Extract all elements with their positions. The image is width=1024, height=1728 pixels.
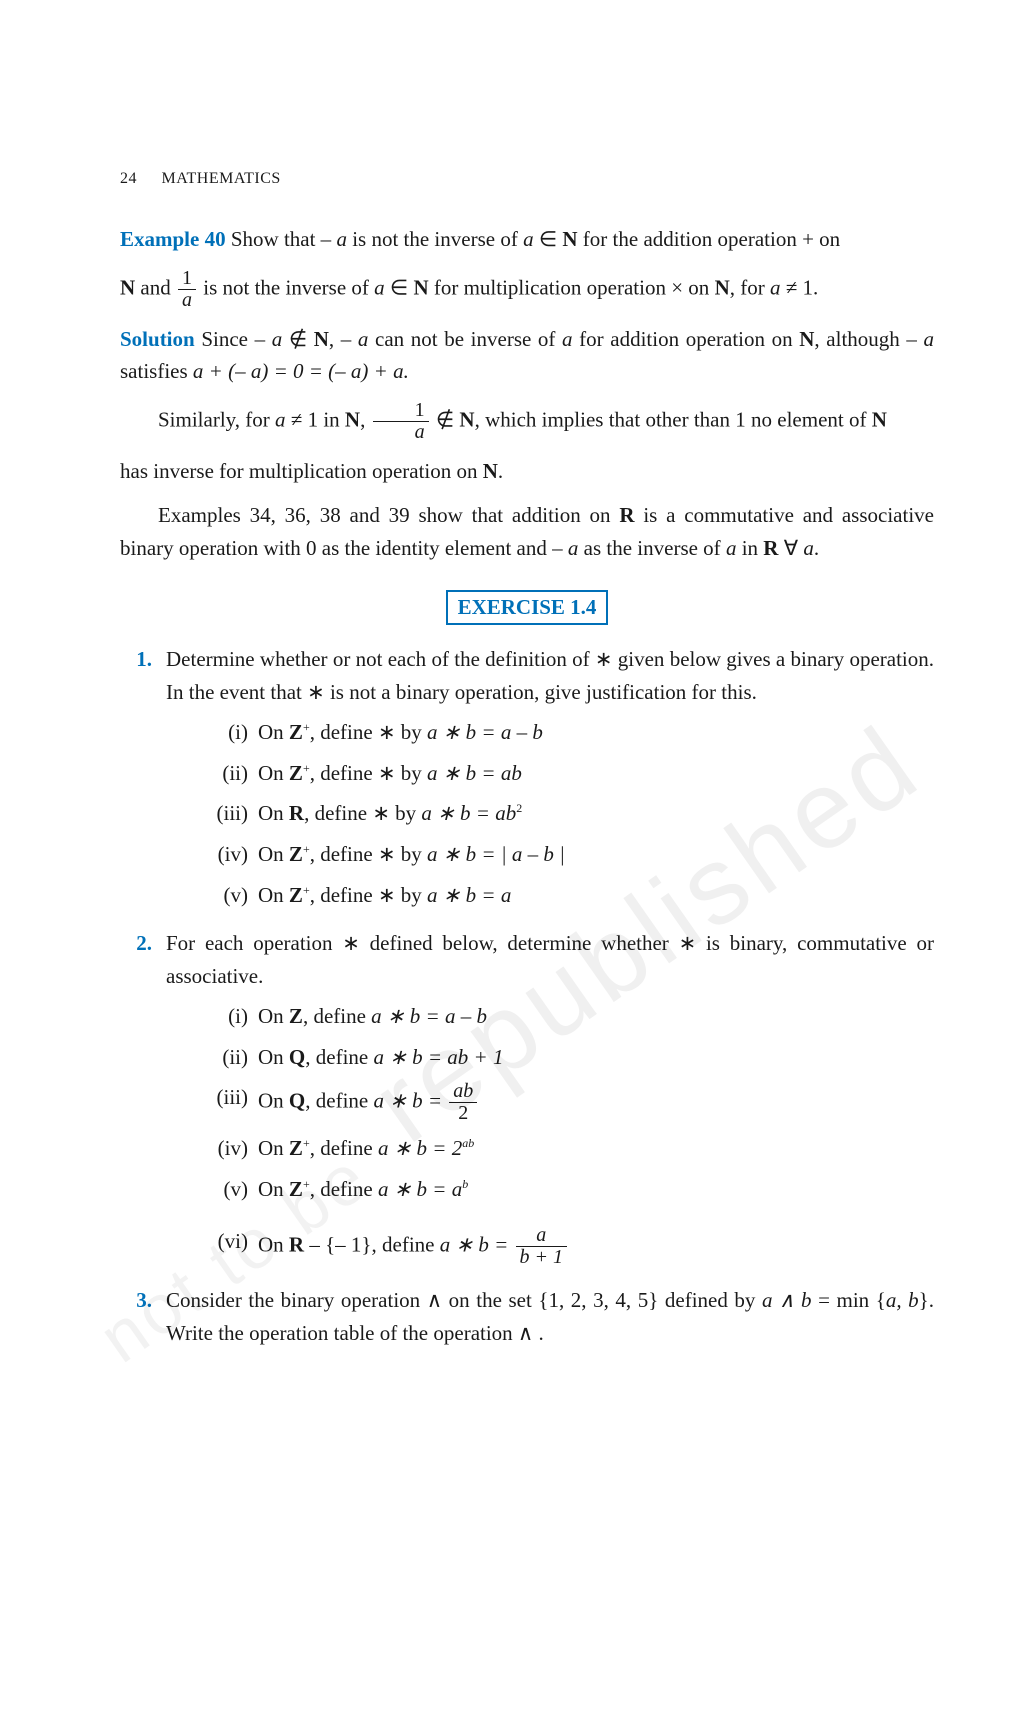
solution-label: Solution [120,327,195,351]
q2-sublist: (i)On Z, define a ∗ b = a – b (ii)On Q, … [166,1000,934,1268]
solution-p4: Examples 34, 36, 38 and 39 show that add… [120,499,934,564]
example-40: Example 40 Show that – a is not the inve… [120,223,934,256]
question-number: 3. [120,1284,152,1349]
exercise-heading-wrap: EXERCISE 1.4 [120,576,934,643]
question-2: 2. For each operation ∗ defined below, d… [120,927,934,1276]
page: republished not to be 24 MATHEMATICS Exa… [0,0,1024,1417]
q2-v: (v)On Z+, define a ∗ b = ab [166,1173,934,1206]
q1-i: (i)On Z+, define ∗ by a ∗ b = a – b [166,716,934,749]
question-body: Determine whether or not each of the def… [166,643,934,919]
question-number: 2. [120,927,152,1276]
question-body: Consider the binary operation ∧ on the s… [166,1284,934,1349]
question-number: 1. [120,643,152,919]
q1-v: (v)On Z+, define ∗ by a ∗ b = a [166,879,934,912]
example-label: Example 40 [120,227,226,251]
page-header: 24 MATHEMATICS [120,170,934,188]
q2-iv: (iv)On Z+, define a ∗ b = 2ab [166,1132,934,1165]
exercise-heading: EXERCISE 1.4 [446,590,609,625]
q2-i: (i)On Z, define a ∗ b = a – b [166,1000,934,1033]
question-body: For each operation ∗ defined below, dete… [166,927,934,1276]
fraction-ab-over-2: ab2 [449,1081,477,1124]
fraction-1-over-a-2: 1a [373,400,429,443]
solution-p2: Similarly, for a ≠ 1 in N, 1a ∉ N, which… [120,400,934,443]
q2-vi: (vi)On R – {– 1}, define a ∗ b = ab + 1 [166,1225,934,1268]
q1-iv: (iv)On Z+, define ∗ by a ∗ b = | a – b | [166,838,934,871]
q2-iii: (iii)On Q, define a ∗ b = ab2 [166,1081,934,1124]
question-3: 3. Consider the binary operation ∧ on th… [120,1284,934,1349]
fraction-a-over-b-plus-1: ab + 1 [516,1225,568,1268]
page-subject: MATHEMATICS [162,170,281,187]
q1-iii: (iii)On R, define ∗ by a ∗ b = ab2 [166,797,934,830]
example-40-line2: N and 1a is not the inverse of a ∈ N for… [120,268,934,311]
question-1: 1. Determine whether or not each of the … [120,643,934,919]
q1-ii: (ii)On Z+, define ∗ by a ∗ b = ab [166,757,934,790]
solution-p3: has inverse for multiplication operation… [120,455,934,488]
q1-sublist: (i)On Z+, define ∗ by a ∗ b = a – b (ii)… [166,716,934,911]
solution-p1: Solution Since – a ∉ N, – a can not be i… [120,323,934,388]
question-list: 1. Determine whether or not each of the … [120,643,934,1349]
q2-ii: (ii)On Q, define a ∗ b = ab + 1 [166,1041,934,1074]
fraction-1-over-a: 1a [178,268,196,311]
page-number: 24 [120,170,137,187]
